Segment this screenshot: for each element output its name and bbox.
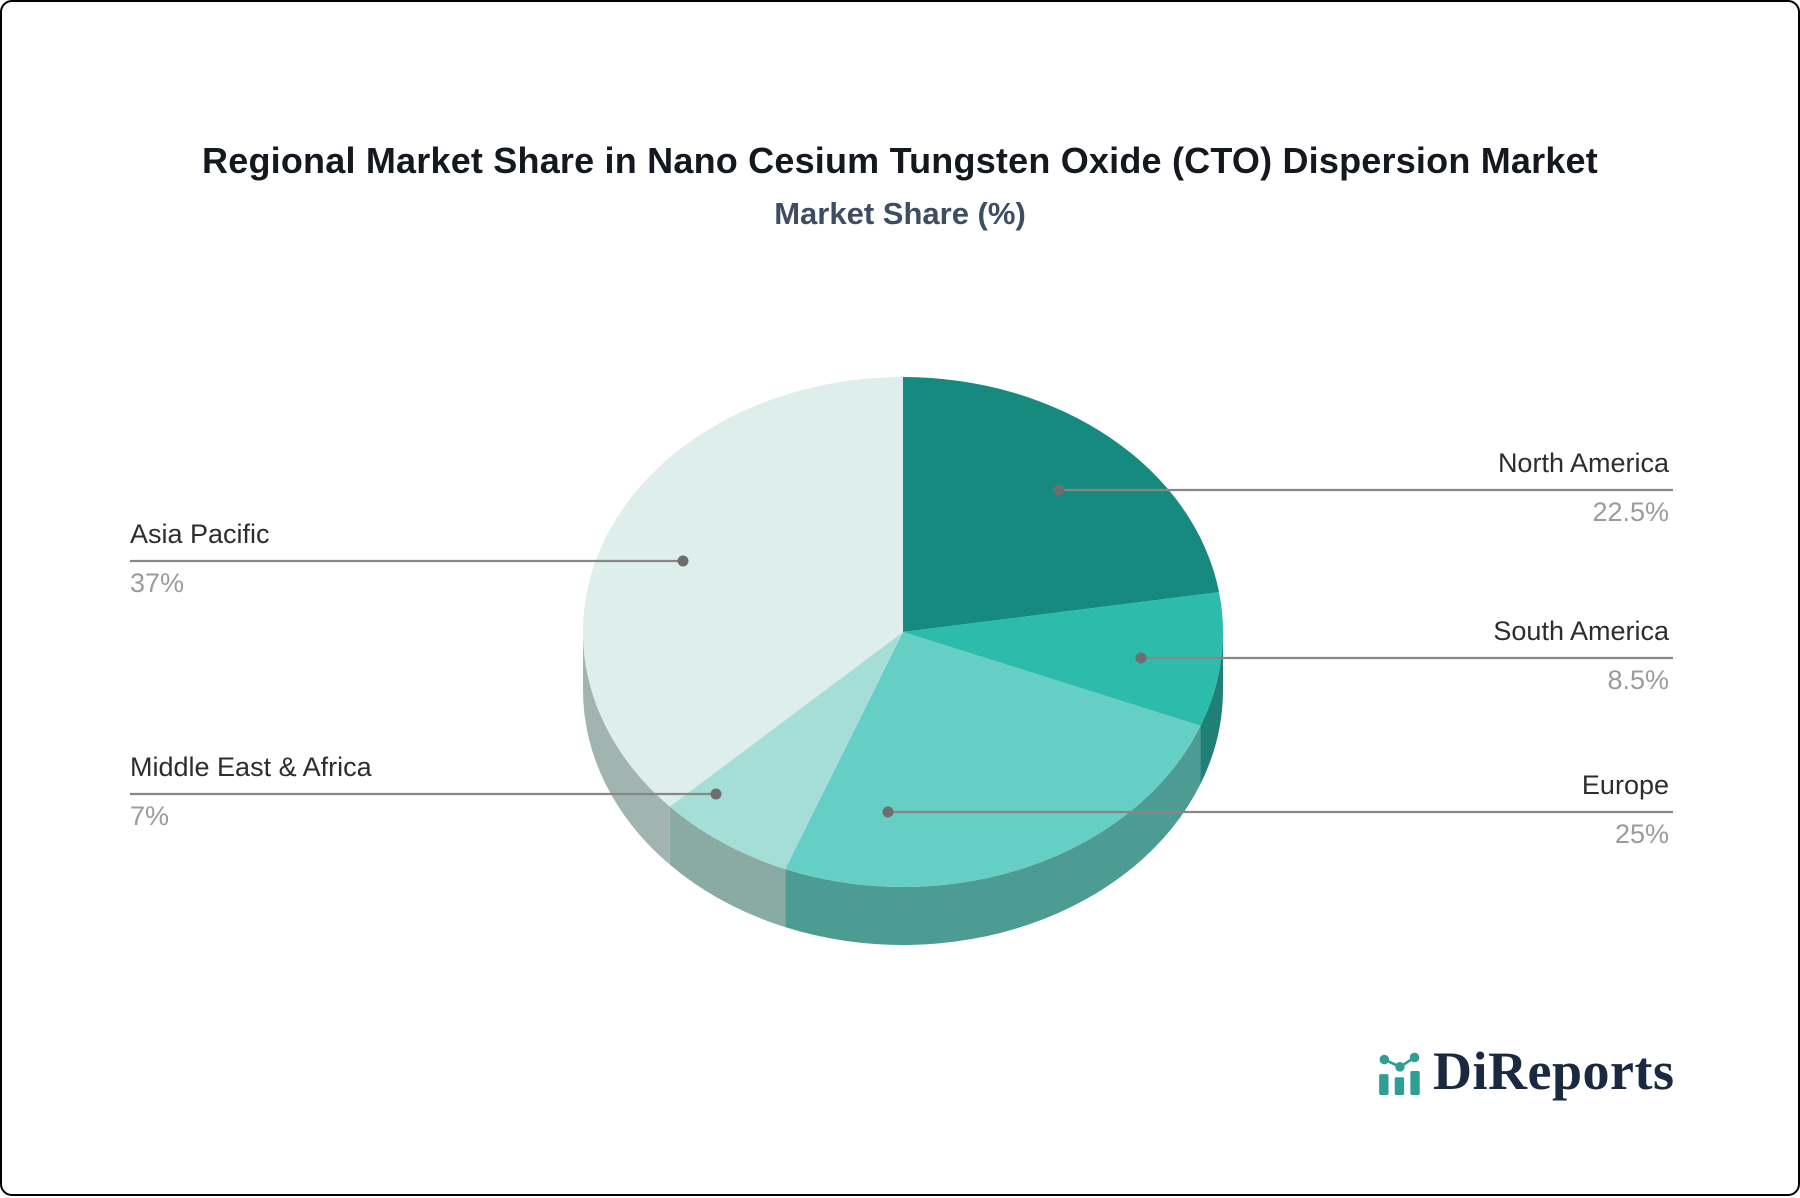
logo-text: DiReports <box>1433 1041 1675 1101</box>
slice-label-value: 22.5% <box>1592 497 1669 527</box>
slice-label-value: 25% <box>1614 819 1669 849</box>
slice-label: North America 22.5% <box>1109 445 1669 529</box>
leader-dot <box>710 788 722 800</box>
pie-slice <box>1200 632 1223 784</box>
slice-label-name: Europe <box>1581 770 1669 800</box>
slice-label-value: 8.5% <box>1607 665 1669 695</box>
slice-label-name: North America <box>1497 448 1669 478</box>
slice-label-name: Middle East & Africa <box>130 752 372 782</box>
pie-slice <box>669 806 786 928</box>
slice-label: Europe 25% <box>1109 767 1669 851</box>
pie-slice <box>582 377 903 807</box>
chart-subtitle: Market Share (%) <box>774 196 1026 231</box>
slice-label-name: South America <box>1493 616 1669 646</box>
slice-label: Asia Pacific 37% <box>130 516 690 600</box>
logo: DiReports <box>1376 1032 1674 1110</box>
leader-dot <box>1053 484 1065 496</box>
pie-slice <box>903 377 1220 632</box>
slice-label: Middle East & Africa 7% <box>130 749 690 833</box>
slice-label: South America 8.5% <box>1109 613 1669 697</box>
slice-label-name: Asia Pacific <box>130 519 270 549</box>
pie-slice <box>785 632 1201 887</box>
slice-label-value: 37% <box>130 568 185 598</box>
pie-slice <box>903 592 1224 726</box>
leader-dot <box>677 555 689 567</box>
slice-label-value: 7% <box>130 801 170 831</box>
leader-dot <box>1135 652 1147 664</box>
leader-dot <box>882 806 894 818</box>
chart-title: Regional Market Share in Nano Cesium Tun… <box>202 140 1598 181</box>
bar-line-chart-icon <box>1379 1052 1420 1095</box>
pie-slice <box>785 725 1201 946</box>
pie-slice <box>583 632 670 865</box>
pie-slice <box>669 632 903 870</box>
